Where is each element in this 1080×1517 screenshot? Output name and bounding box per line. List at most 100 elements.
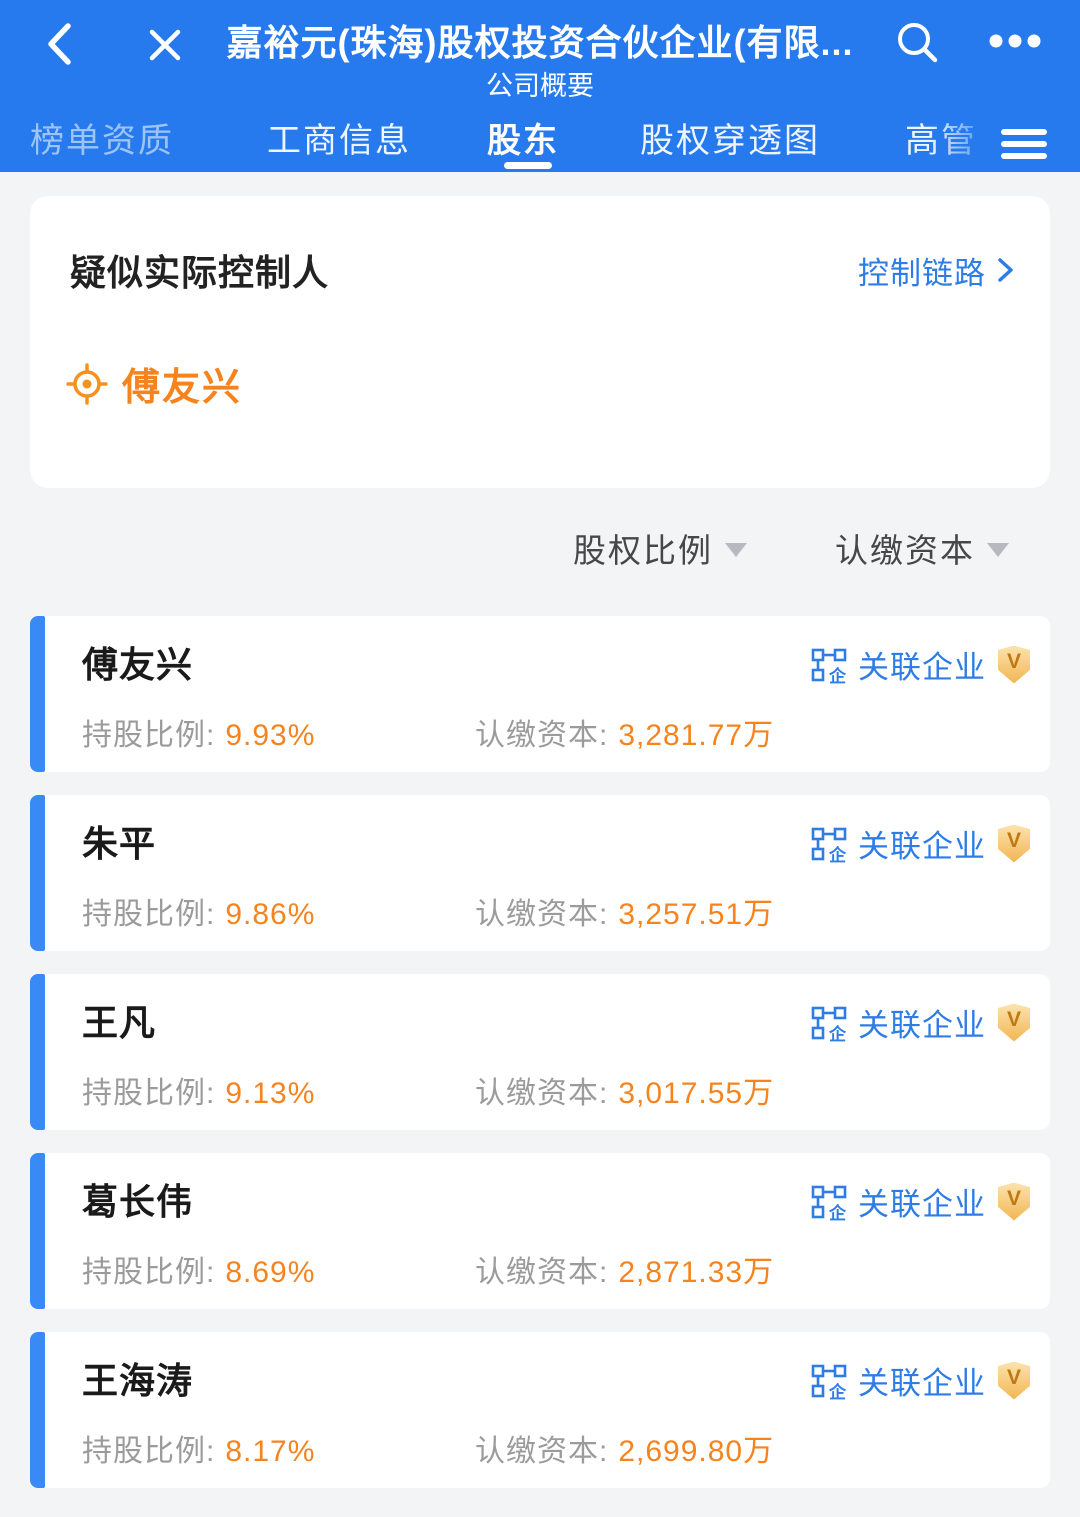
search-button[interactable] (893, 18, 941, 66)
capital-value: 2,699.80万 (618, 1435, 775, 1468)
capital-label: 认缴资本: (475, 1077, 609, 1110)
capital-value: 3,281.77万 (618, 719, 775, 752)
svg-text:企: 企 (828, 1382, 847, 1400)
shareholder-stats: 持股比例: 9.13% 认缴资本: 3,017.55万 (82, 1068, 1002, 1112)
tab-equity-penetration[interactable]: 股权穿透图 (640, 110, 820, 172)
related-network-icon: 企 (811, 1185, 847, 1221)
related-companies-label: 关联企业 (858, 1008, 986, 1043)
verified-shield-badge: V (998, 1182, 1030, 1221)
tab-shareholders[interactable]: 股东 (487, 110, 559, 172)
shareholder-list: 傅友兴 企 关联企业 V 持股比例: 9.93% 认缴资本: 3,28 (30, 616, 1050, 1488)
related-network-icon: 企 (811, 1006, 847, 1042)
shareholder-card[interactable]: 朱平 企 关联企业 V 持股比例: 9.86% 认缴资本: 3,257 (30, 795, 1050, 951)
tab-business-info[interactable]: 工商信息 (267, 110, 411, 172)
shareholder-stats: 持股比例: 8.17% 认缴资本: 2,699.80万 (82, 1426, 1002, 1470)
verified-shield-badge: V (998, 1003, 1030, 1042)
svg-text:企: 企 (828, 1203, 847, 1221)
related-companies-button[interactable]: 企 关联企业 V (810, 1358, 1030, 1403)
controller-person-link[interactable]: 傅友兴 (66, 356, 242, 411)
shareholder-name[interactable]: 王海涛 (82, 1360, 194, 1401)
sort-equity-ratio-label: 股权比例 (573, 532, 713, 569)
ratio-label: 持股比例: (82, 1256, 216, 1289)
shareholder-stats: 持股比例: 9.86% 认缴资本: 3,257.51万 (82, 889, 1002, 933)
capital-label: 认缴资本: (475, 719, 609, 752)
actual-controller-card: 疑似实际控制人 控制链路 傅友兴 (30, 196, 1050, 488)
controller-card-title: 疑似实际控制人 (70, 252, 330, 293)
card-accent-bar (30, 1153, 45, 1309)
related-companies-button[interactable]: 企 关联企业 V (810, 642, 1030, 687)
header: 嘉裕元(珠海)股权投资合伙企业(有限... 公司概要 (0, 0, 1080, 110)
shareholder-name[interactable]: 葛长伟 (82, 1181, 194, 1222)
shareholder-card[interactable]: 王凡 企 关联企业 V 持股比例: 9.13% 认缴资本: 3,017 (30, 974, 1050, 1130)
related-companies-button[interactable]: 企 关联企业 V (810, 1000, 1030, 1045)
close-icon (149, 29, 181, 61)
chevron-right-icon (998, 258, 1013, 282)
capital-label: 认缴资本: (475, 898, 609, 931)
target-crosshair-icon (66, 362, 108, 405)
active-tab-underline (504, 162, 552, 169)
back-chevron-icon (48, 23, 71, 65)
capital-value: 3,017.55万 (618, 1077, 775, 1110)
related-companies-button[interactable]: 企 关联企业 V (810, 1179, 1030, 1224)
card-accent-bar (30, 974, 45, 1130)
ratio-label: 持股比例: (82, 898, 216, 931)
ratio-label: 持股比例: (82, 1435, 216, 1468)
search-icon (898, 23, 938, 63)
card-accent-bar (30, 795, 45, 951)
shareholder-name[interactable]: 王凡 (82, 1002, 157, 1043)
shareholder-stats: 持股比例: 8.69% 认缴资本: 2,871.33万 (82, 1247, 1002, 1291)
verified-shield-badge: V (998, 645, 1030, 684)
page-title: 嘉裕元(珠海)股权投资合伙企业(有限... (226, 22, 854, 63)
sort-capital-label: 认缴资本 (835, 532, 975, 569)
shareholder-card[interactable]: 葛长伟 企 关联企业 V 持股比例: 8.69% 认缴资本: 2,87 (30, 1153, 1050, 1309)
svg-text:企: 企 (828, 845, 847, 863)
tab-ranking-qualifications[interactable]: 榜单资质 (30, 110, 174, 172)
related-network-icon: 企 (811, 827, 847, 863)
verified-shield-badge: V (998, 824, 1030, 863)
hamburger-icon (1001, 129, 1047, 159)
back-button[interactable] (40, 20, 84, 68)
capital-value: 2,871.33万 (618, 1256, 775, 1289)
card-accent-bar (30, 616, 45, 772)
shareholder-name[interactable]: 傅友兴 (82, 644, 194, 685)
ratio-label: 持股比例: (82, 1077, 216, 1110)
capital-label: 认缴资本: (475, 1256, 609, 1289)
related-companies-label: 关联企业 (858, 1366, 986, 1401)
card-accent-bar (30, 1332, 45, 1488)
tab-bar: 榜单资质 工商信息 股东 股权穿透图 高管 (0, 110, 1080, 172)
more-button[interactable] (988, 33, 1042, 49)
close-button[interactable] (146, 26, 184, 64)
shareholder-card[interactable]: 王海涛 企 关联企业 V 持股比例: 8.17% 认缴资本: 2,69 (30, 1332, 1050, 1488)
page-subtitle: 公司概要 (486, 71, 594, 101)
sort-down-triangle-icon (725, 543, 747, 557)
ratio-value: 9.93% (225, 719, 316, 752)
sort-row: 股权比例 认缴资本 (0, 524, 1080, 570)
ratio-value: 9.13% (225, 1077, 316, 1110)
ratio-label: 持股比例: (82, 719, 216, 752)
ratio-value: 8.17% (225, 1435, 316, 1468)
capital-value: 3,257.51万 (618, 898, 775, 931)
ratio-value: 8.69% (225, 1256, 316, 1289)
control-chain-link[interactable]: 控制链路 (858, 248, 1016, 293)
verified-shield-badge: V (998, 1361, 1030, 1400)
related-network-icon: 企 (811, 1364, 847, 1400)
control-chain-label: 控制链路 (858, 255, 986, 291)
ratio-value: 9.86% (225, 898, 316, 931)
more-ellipsis-icon (989, 34, 1041, 48)
sort-by-subscribed-capital[interactable]: 认缴资本 (835, 524, 1009, 572)
shareholder-name[interactable]: 朱平 (82, 823, 157, 864)
svg-text:企: 企 (828, 1024, 847, 1042)
related-companies-button[interactable]: 企 关联企业 V (810, 821, 1030, 866)
tab-menu-button[interactable] (1001, 123, 1047, 165)
related-companies-label: 关联企业 (858, 650, 986, 685)
shareholder-card[interactable]: 傅友兴 企 关联企业 V 持股比例: 9.93% 认缴资本: 3,28 (30, 616, 1050, 772)
controller-person-name: 傅友兴 (122, 367, 243, 409)
capital-label: 认缴资本: (475, 1435, 609, 1468)
related-companies-label: 关联企业 (858, 1187, 986, 1222)
related-network-icon: 企 (811, 648, 847, 684)
sort-by-equity-ratio[interactable]: 股权比例 (573, 524, 747, 572)
related-companies-label: 关联企业 (858, 829, 986, 864)
sort-down-triangle-icon (987, 543, 1009, 557)
svg-text:企: 企 (828, 666, 847, 684)
